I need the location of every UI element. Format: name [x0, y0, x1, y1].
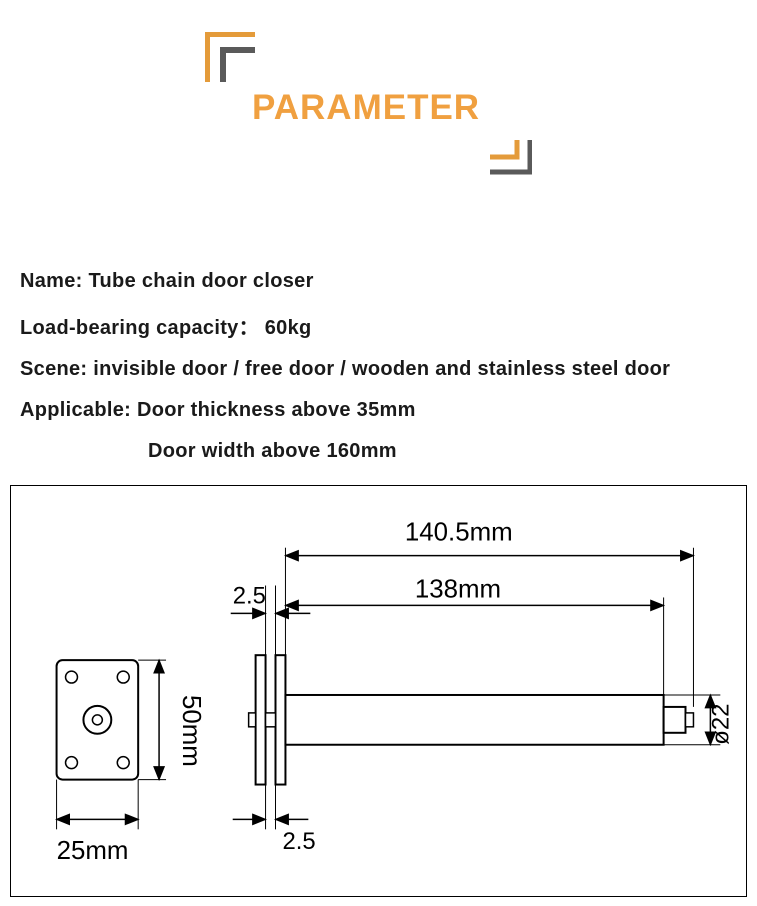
spec-applicable-label: Applicable: — [20, 399, 131, 421]
dim-flange-gap-top: 2.5 — [233, 582, 266, 609]
corner-bottom-right-icon — [490, 140, 532, 175]
dim-flange-gap-bottom: 2.5 — [282, 828, 315, 855]
dim-tube-diameter: ø22 — [707, 704, 734, 745]
page-title: PARAMETER — [252, 88, 480, 128]
spec-name-label: Name: — [20, 270, 83, 292]
technical-drawing: 50mm 25mm 140.5mm — [10, 485, 747, 897]
dim-plate-width: 25mm — [57, 837, 129, 865]
spec-name: Name: Tube chain door closer — [20, 270, 737, 293]
header-section: PARAMETER — [0, 0, 757, 200]
spec-capacity: Load-bearing capacity： 60kg — [20, 311, 737, 340]
side-tube-view: 140.5mm 138mm 2.5 2.5 ø22 — [231, 519, 735, 855]
drawing-svg: 50mm 25mm 140.5mm — [11, 486, 746, 896]
dim-tube-body: 138mm — [415, 575, 501, 603]
corner-top-left-icon — [205, 32, 255, 82]
spec-capacity-label: Load-bearing capacity： — [20, 317, 259, 339]
spec-scene: Scene: invisible door / free door / wood… — [20, 358, 737, 381]
spec-applicable-line1: Door thickness above 35mm — [137, 399, 416, 421]
dim-plate-height: 50mm — [177, 695, 205, 767]
spec-capacity-value: 60kg — [265, 317, 312, 339]
spec-name-value: Tube chain door closer — [89, 270, 314, 292]
spec-scene-label: Scene: — [20, 358, 87, 380]
parameters-list: Name: Tube chain door closer Load-bearin… — [20, 270, 737, 481]
spec-applicable-1: Applicable: Door thickness above 35mm — [20, 399, 737, 422]
spec-scene-value: invisible door / free door / wooden and … — [93, 358, 670, 380]
front-plate-view: 50mm 25mm — [57, 660, 205, 865]
spec-applicable-line2: Door width above 160mm — [148, 440, 397, 462]
dim-tube-full: 140.5mm — [405, 519, 513, 547]
spec-applicable-2: Door width above 160mm — [148, 440, 737, 463]
